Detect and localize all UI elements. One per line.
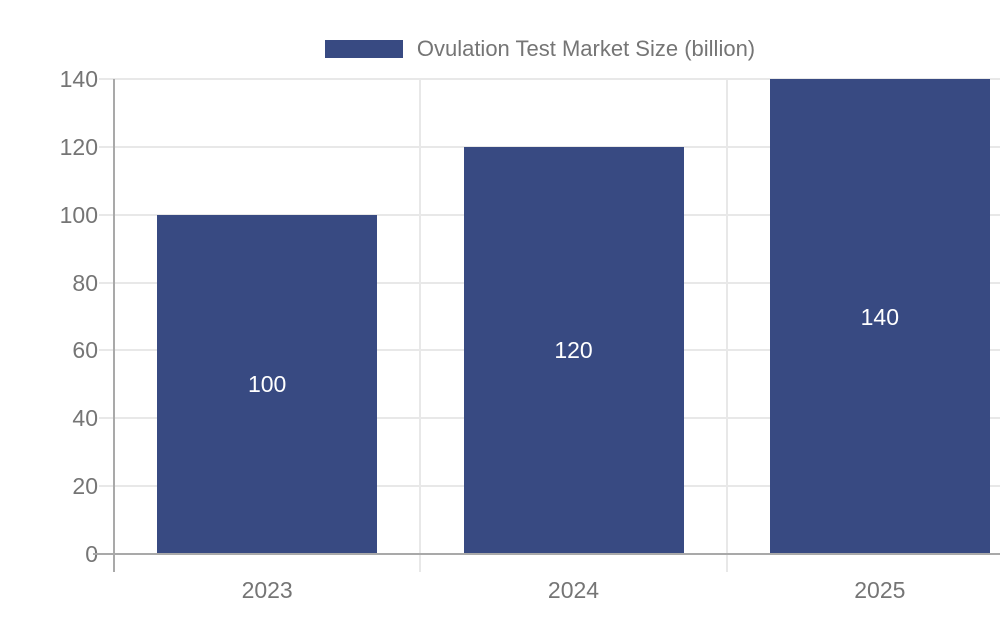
bar-value-label: 140	[860, 303, 900, 330]
y-tick-label: 60	[72, 337, 98, 364]
x-axis-line	[93, 553, 1000, 555]
bar-2025: 140	[769, 79, 990, 554]
x-tick-label: 2023	[241, 577, 293, 603]
bar-2023: 100	[157, 214, 378, 554]
bar-value-label: 120	[554, 337, 593, 364]
y-tick-label: 20	[72, 473, 98, 500]
h-gridline	[99, 145, 1000, 148]
h-gridline	[99, 78, 1000, 80]
y-tick-label: 120	[59, 133, 98, 160]
legend-label: Ovulation Test Market Size (billion)	[416, 36, 756, 61]
v-gridline	[419, 79, 422, 572]
y-tick-label: 0	[85, 541, 98, 567]
legend-item[interactable]: Ovulation Test Market Size (billion)	[324, 36, 756, 62]
bar-value-label: 100	[247, 371, 287, 398]
y-axis-labels: 0 20 40 60 80 100 120 140	[40, 66, 98, 567]
x-tick-label: 2025	[854, 577, 906, 603]
bar-2024: 120	[463, 146, 684, 554]
y-axis-line	[113, 79, 115, 572]
x-tick-label: 2024	[547, 577, 600, 603]
v-gridline	[725, 79, 728, 572]
legend-swatch	[324, 40, 403, 58]
y-tick-label: 140	[59, 66, 98, 92]
plot-area: 100 120 140	[93, 78, 1000, 572]
chart-legend: Ovulation Test Market Size (billion)	[40, 36, 1000, 62]
y-tick-label: 100	[59, 201, 98, 228]
y-tick-label: 80	[72, 269, 98, 296]
y-tick-label: 40	[72, 405, 98, 432]
bar-chart: Ovulation Test Market Size (billion) 0 20…	[40, 16, 1000, 616]
